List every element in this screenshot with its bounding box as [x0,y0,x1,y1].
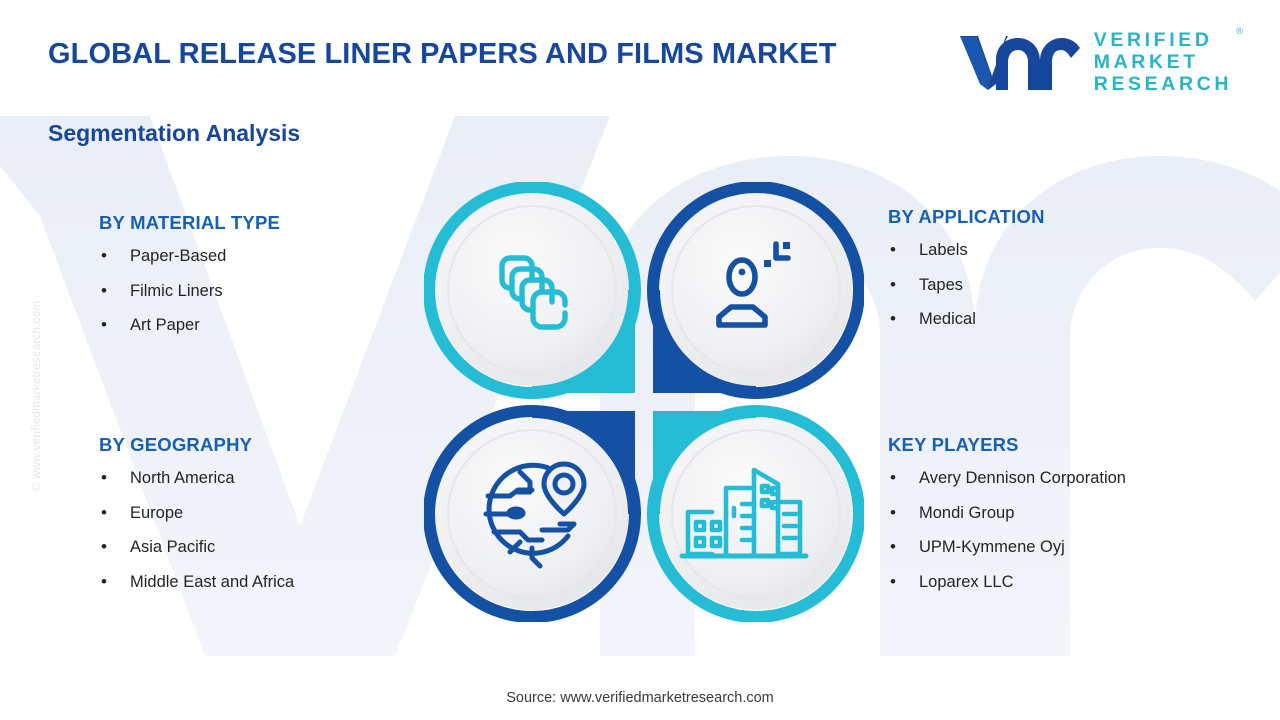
segment-list-application: • Labels • Tapes • Medical [888,240,1045,330]
list-item-label: Art Paper [130,316,200,335]
segment-list-material-type: • Paper-Based • Filmic Liners • Art Paper [99,246,280,336]
segment-block-material-type: BY MATERIAL TYPE • Paper-Based • Filmic Li… [99,212,280,350]
bullet-icon: • [101,280,107,300]
list-item-label: Avery Dennison Corporation [919,469,1126,487]
list-item: • Mondi Group [888,503,1126,524]
side-watermark-text: © www.verifiedmarketresearch.com [31,300,43,492]
page-title: GLOBAL RELEASE LINER PAPERS AND FILMS MA… [48,38,837,70]
bullet-icon: • [890,571,896,591]
bullet-icon: • [890,502,896,522]
logo-wordmark: VERIFIED ® MARKET RESEARCH [1093,26,1243,95]
segment-heading-key-players: KEY PLAYERS [888,434,1019,455]
list-item: • Middle East and Africa [99,572,294,593]
section-subtitle: Segmentation Analysis [48,120,301,146]
bullet-icon: • [101,537,107,557]
list-item: • Paper-Based [99,246,280,267]
source-footer: Source: www.verifiedmarketresearch.com [506,690,774,706]
list-item-label: North America [130,469,235,487]
pinwheel-quadrant-geography[interactable] [424,405,641,622]
segment-heading-material-type: BY MATERIAL TYPE [99,212,281,233]
bullet-icon: • [101,315,107,335]
brand-logo[interactable]: VERIFIED ® MARKET RESEARCH [958,26,1243,95]
list-item-label: Loparex LLC [919,572,1014,591]
bullet-icon: • [890,274,896,294]
segmentation-pinwheel-graphic [424,182,864,622]
segment-list-key-players: • Avery Dennison Corporation • Mondi Group… [888,468,1126,593]
vmr-logo-mark [959,35,1080,90]
list-item: • Loparex LLC [888,572,1126,593]
list-item-label: Asia Pacific [130,538,216,557]
logo-line-verified: VERIFIED ® [1093,26,1243,52]
list-item: • North America [99,468,294,489]
header: GLOBAL RELEASE LINER PAPERS AND FILMS MA… [0,0,1280,104]
segment-heading-application: BY APPLICATION [888,206,1045,227]
segment-block-key-players: KEY PLAYERS • Avery Dennison Corporation … [888,434,1126,606]
bullet-icon: • [101,571,107,591]
list-item: • Filmic Liners [99,281,280,302]
list-item: • Labels [888,240,1045,261]
bullet-icon: • [890,309,896,329]
list-item-label: Filmic Liners [130,281,223,300]
list-item: • Art Paper [99,315,280,336]
list-item: • UPM-Kymmene Oyj [888,537,1126,558]
segment-heading-geography: BY GEOGRAPHY [99,434,253,455]
list-item: • Asia Pacific [99,537,294,558]
list-item: • Avery Dennison Corporation [888,468,1126,489]
list-item-label: Mondi Group [919,503,1015,522]
list-item-label: UPM-Kymmene Oyj [919,538,1065,557]
bullet-icon: • [890,468,896,487]
list-item-label: Europe [130,503,184,522]
list-item-label: Middle East and Africa [130,572,295,591]
list-item: • Medical [888,309,1045,330]
pinwheel-quadrant-material-type[interactable] [424,182,641,399]
bullet-icon: • [101,246,107,265]
bullet-icon: • [890,240,896,259]
list-item: • Europe [99,503,294,524]
logo-line-verified-text: VERIFIED [1093,29,1213,51]
bullet-icon: • [101,468,107,487]
segment-block-application: BY APPLICATION • Labels • Tapes • Medical [888,206,1045,344]
segment-list-geography: • North America • Europe • Asia Pacific • Mi… [99,468,294,593]
logo-line-market: MARKET [1093,50,1199,73]
registered-mark-icon: ® [1236,26,1243,36]
segment-block-geography: BY GEOGRAPHY • North America • Europe • Asi… [99,434,294,606]
list-item-label: Tapes [919,275,964,294]
list-item-label: Medical [919,310,976,329]
list-item-label: Labels [919,241,968,259]
logo-line-research: RESEARCH [1093,72,1232,95]
bullet-icon: • [890,537,896,557]
bullet-icon: • [101,502,107,522]
pinwheel-quadrant-application[interactable] [647,182,864,399]
list-item: • Tapes [888,275,1045,296]
pinwheel-quadrant-key-players[interactable] [647,405,864,622]
list-item-label: Paper-Based [130,247,227,265]
